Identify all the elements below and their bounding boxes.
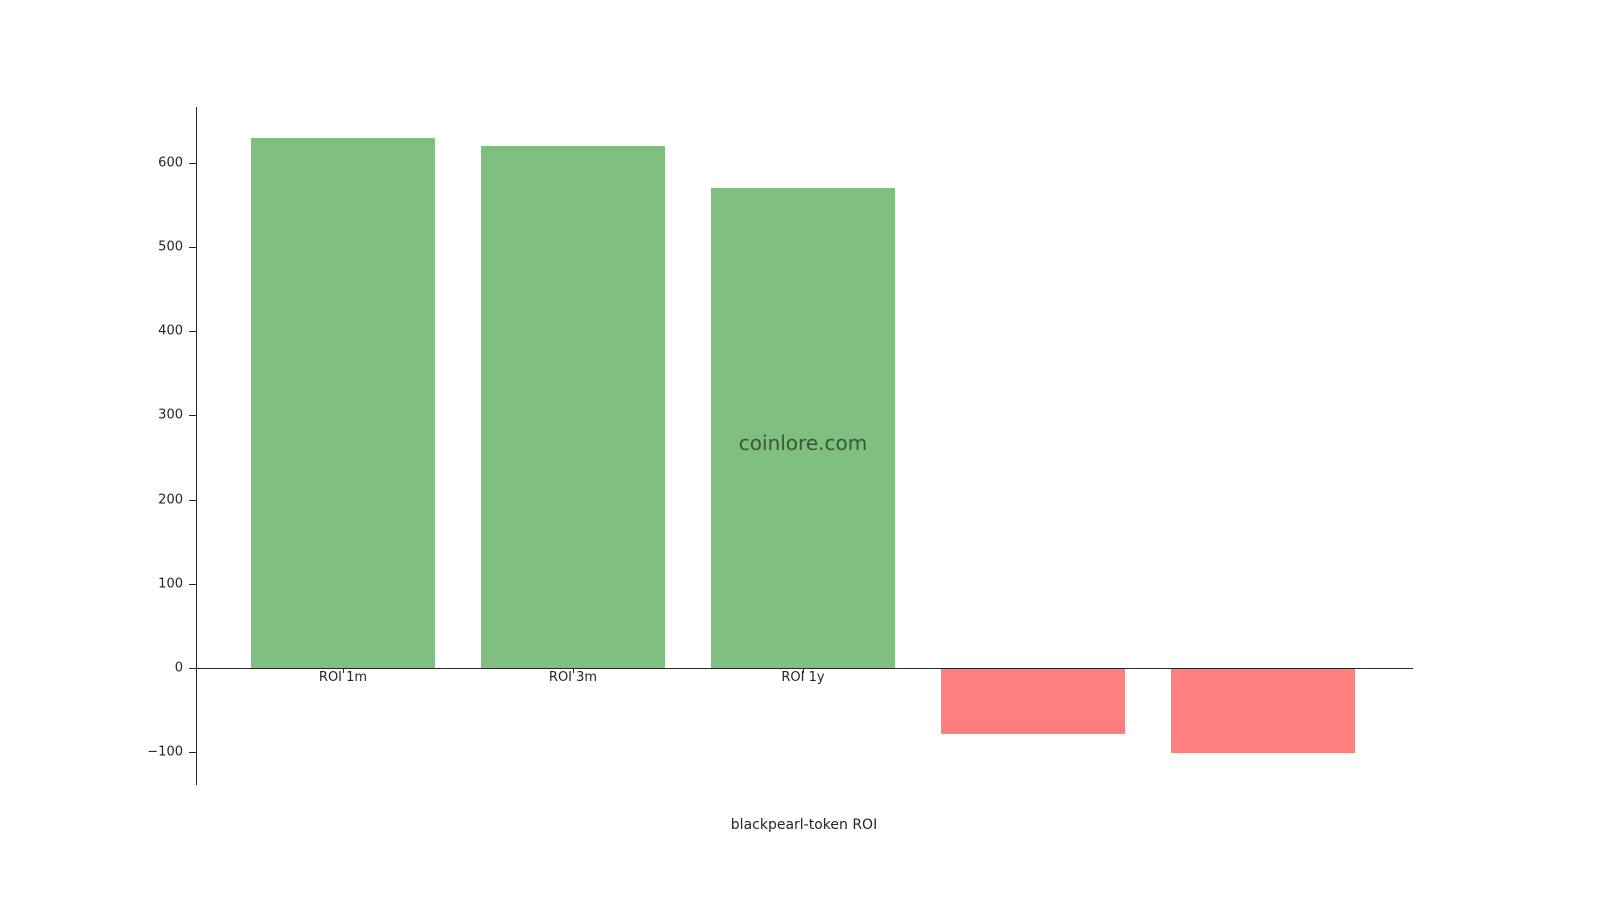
y-tick-mark bbox=[189, 752, 196, 754]
y-tick-mark bbox=[189, 583, 196, 585]
y-tick-mark bbox=[189, 499, 196, 501]
y-tick-mark bbox=[189, 415, 196, 417]
x-tick-mark bbox=[343, 668, 344, 673]
y-tick-label: −100 bbox=[147, 744, 183, 760]
x-tick-mark bbox=[573, 668, 574, 673]
bar-roi-1y bbox=[711, 188, 895, 668]
y-tick-label: 100 bbox=[158, 576, 183, 592]
y-tick-label: 0 bbox=[174, 660, 183, 676]
y-tick-mark bbox=[189, 247, 196, 248]
y-tick-label: 600 bbox=[158, 155, 183, 171]
x-tick-label: ROI 3m bbox=[548, 670, 598, 685]
watermark: coinlore.com bbox=[738, 431, 868, 455]
x-tick-label: ROI 1y bbox=[781, 670, 825, 685]
y-tick-mark bbox=[189, 162, 196, 164]
bar-roi-1m bbox=[251, 137, 435, 668]
y-tick-label: 500 bbox=[158, 239, 183, 255]
chart-title: blackpearl-token ROI bbox=[730, 817, 878, 833]
y-tick-label: 300 bbox=[158, 407, 183, 423]
y-tick-mark bbox=[189, 668, 196, 669]
x-axis-line bbox=[196, 668, 1413, 669]
x-tick-mark bbox=[803, 668, 804, 673]
y-tick-mark bbox=[189, 331, 196, 333]
y-tick-label: 400 bbox=[158, 323, 183, 339]
x-tick-label: ROI 1m bbox=[318, 670, 368, 685]
y-axis-spine bbox=[196, 107, 197, 785]
bar-roi-3m bbox=[481, 145, 665, 668]
bar-negative-5 bbox=[1171, 669, 1355, 754]
bar-negative-4 bbox=[941, 669, 1125, 734]
y-tick-label: 200 bbox=[158, 492, 183, 508]
